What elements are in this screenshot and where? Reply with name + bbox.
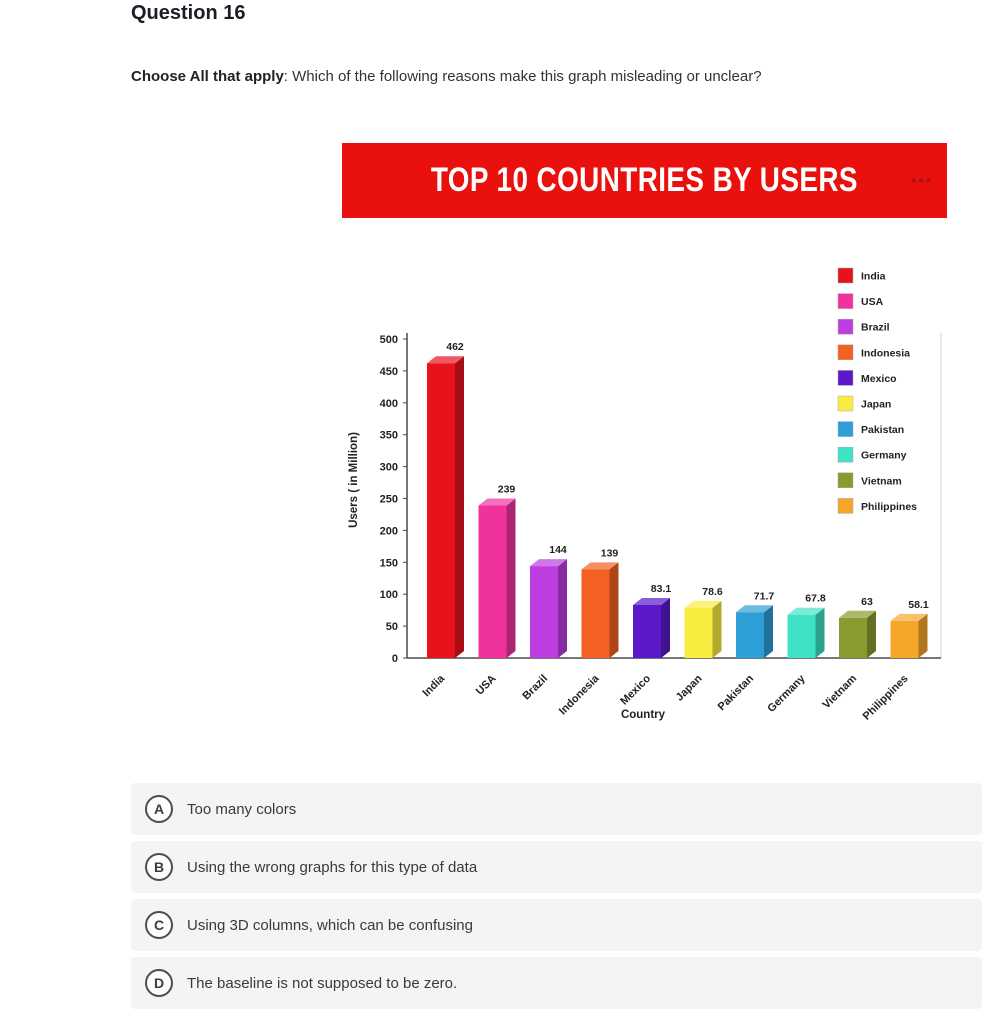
svg-text:144: 144: [549, 544, 567, 556]
svg-text:450: 450: [380, 366, 398, 378]
svg-text:Japan: Japan: [674, 672, 705, 703]
option-row-a[interactable]: A Too many colors: [131, 783, 982, 835]
option-letter: A: [153, 801, 165, 817]
svg-text:Country: Country: [621, 709, 666, 721]
svg-text:400: 400: [380, 398, 398, 410]
question-number: Question 16: [131, 2, 246, 24]
svg-text:Indonesia: Indonesia: [861, 347, 910, 359]
svg-text:250: 250: [380, 494, 398, 506]
menu-dots-icon: •••: [911, 172, 933, 189]
svg-text:350: 350: [380, 430, 398, 442]
question-prompt: Choose All that apply: Which of the foll…: [131, 68, 762, 85]
svg-text:Pakistan: Pakistan: [716, 672, 757, 713]
option-row-d[interactable]: D The baseline is not supposed to be zer…: [131, 957, 982, 1009]
option-letter-badge: D: [145, 969, 173, 997]
svg-text:India: India: [861, 271, 886, 283]
svg-text:200: 200: [380, 525, 398, 537]
svg-text:Mexico: Mexico: [861, 373, 897, 385]
svg-text:Germany: Germany: [765, 672, 808, 715]
svg-text:58.1: 58.1: [908, 599, 929, 611]
svg-text:Germany: Germany: [861, 450, 907, 462]
option-letter: C: [153, 917, 165, 933]
svg-text:USA: USA: [861, 296, 884, 308]
svg-text:Indonesia: Indonesia: [557, 672, 602, 717]
svg-text:71.7: 71.7: [754, 590, 775, 602]
svg-text:50: 50: [386, 621, 398, 633]
chart-title: TOP 10 COUNTRIES BY USERS: [430, 161, 859, 199]
chart-banner: TOP 10 COUNTRIES BY USERS •••: [342, 143, 947, 218]
svg-text:239: 239: [498, 484, 516, 496]
svg-text:500: 500: [380, 334, 398, 346]
svg-text:83.1: 83.1: [651, 583, 672, 595]
svg-text:0: 0: [392, 653, 398, 665]
svg-text:USA: USA: [474, 673, 499, 698]
option-letter-badge: A: [145, 795, 173, 823]
svg-text:Vietnam: Vietnam: [821, 672, 860, 711]
option-row-c[interactable]: C Using 3D columns, which can be confusi…: [131, 899, 982, 951]
option-letter: D: [153, 975, 165, 991]
svg-text:139: 139: [601, 547, 619, 559]
svg-text:Philippines: Philippines: [861, 501, 917, 513]
svg-text:Brazil: Brazil: [520, 673, 550, 703]
svg-text:Philippines: Philippines: [861, 673, 911, 723]
svg-text:300: 300: [380, 462, 398, 474]
option-label: Using the wrong graphs for this type of …: [187, 858, 478, 876]
svg-text:100: 100: [380, 589, 398, 601]
option-letter: B: [153, 859, 165, 875]
svg-text:Vietnam: Vietnam: [861, 475, 902, 487]
svg-text:63: 63: [861, 596, 873, 608]
svg-text:Users ( in Million): Users ( in Million): [348, 432, 360, 528]
svg-text:462: 462: [446, 341, 464, 353]
option-letter-badge: B: [145, 853, 173, 881]
answer-options: A Too many colors B Using the wrong grap…: [131, 783, 982, 1009]
svg-text:Brazil: Brazil: [861, 322, 890, 334]
svg-text:67.8: 67.8: [805, 593, 826, 605]
option-row-b[interactable]: B Using the wrong graphs for this type o…: [131, 841, 982, 893]
svg-text:Pakistan: Pakistan: [861, 424, 904, 436]
option-label: Using 3D columns, which can be confusing: [187, 916, 473, 934]
question-prompt-rest: : Which of the following reasons make th…: [283, 68, 762, 85]
bar-chart: 0 50 100 150 200 250 300 350 400 450 500 462 India 23…: [348, 267, 942, 723]
svg-text:Japan: Japan: [861, 399, 891, 411]
svg-text:India: India: [420, 672, 447, 699]
question-prompt-bold: Choose All that apply: [131, 68, 284, 85]
option-label: Too many colors: [187, 800, 297, 818]
svg-text:150: 150: [380, 557, 398, 569]
option-letter-badge: C: [145, 911, 173, 939]
option-label: The baseline is not supposed to be zero.: [187, 974, 458, 992]
svg-text:78.6: 78.6: [702, 586, 723, 598]
svg-text:Mexico: Mexico: [618, 672, 653, 707]
